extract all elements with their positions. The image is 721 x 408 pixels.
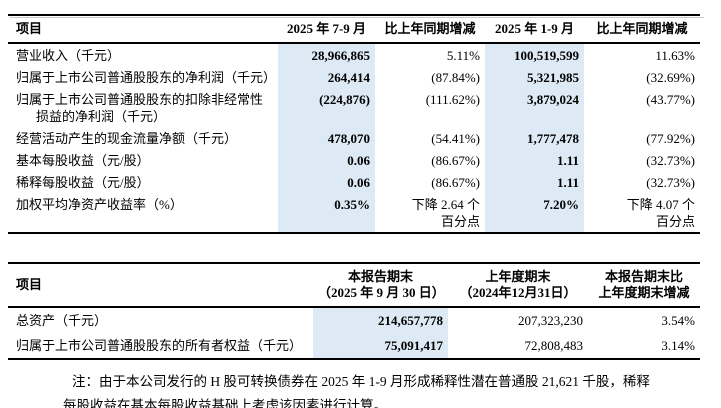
header-item: 项目 [8, 15, 278, 44]
q3-value: 28,966,865 [278, 43, 375, 66]
q3-value: (224,876) [278, 88, 375, 127]
ytd-change-value: 下降 4.07 个 百分点 [626, 197, 695, 229]
top-divider [10, 17, 704, 18]
header-item: 项目 [8, 263, 313, 308]
footnote-text: 注：由于本公司发行的 H 股可转换债券在 2025 年 1-9 月形成稀释性潜在… [63, 374, 650, 408]
ytd-value: 7.20% [485, 193, 584, 233]
q3-change-value: (86.67%) [431, 175, 480, 190]
q3-change-value: 5.11% [446, 48, 480, 63]
q3-change-value: (86.67%) [431, 153, 480, 168]
table-row: 基本每股收益（元/股） 0.06 (86.67%) 1.11 (32.73%) [8, 149, 700, 171]
row-label: 基本每股收益（元/股） [16, 153, 150, 168]
ytd-value: 1.11 [485, 149, 584, 171]
q3-value: 264,414 [278, 66, 375, 88]
q3-change-value: (54.41%) [431, 131, 480, 146]
table-row: 营业收入（千元） 28,966,865 5.11% 100,519,599 11… [8, 43, 700, 66]
row-label: 总资产（千元） [16, 313, 108, 328]
q3-value: 0.06 [278, 149, 375, 171]
row-label: 营业收入（千元） [16, 48, 121, 63]
table-row: 加权平均净资产收益率（%） 0.35% 下降 2.64 个 百分点 7.20% … [8, 193, 700, 233]
ytd-change-value: (32.73%) [646, 175, 695, 190]
change-value: 3.14% [661, 338, 695, 353]
ytd-change-value: (32.69%) [646, 70, 695, 85]
ytd-value: 3,879,024 [485, 88, 584, 127]
previous-year-value: 72,808,483 [524, 338, 584, 353]
ytd-change-value: (32.73%) [646, 153, 695, 168]
table-row: 经营活动产生的现金流量净额（千元） 478,070 (54.41%) 1,777… [8, 127, 700, 149]
table-row: 稀释每股收益（元/股） 0.06 (86.67%) 1.11 (32.73%) [8, 171, 700, 193]
financial-report-page: 项目 2025 年 7-9 月 比上年同期增减 2025 年 1-9 月 比上年… [0, 14, 721, 408]
row-label: 归属于上市公司普通股股东的所有者权益（千元） [16, 338, 303, 353]
row-label: 经营活动产生的现金流量净额（千元） [16, 131, 238, 146]
header-previous-year-end: 上年度期末 （2024年12月31日） [448, 263, 588, 308]
row-label: 归属于上市公司普通股股东的扣除非经常性 损益的净利润（千元） [16, 92, 264, 124]
ytd-change-value: (77.92%) [646, 131, 695, 146]
ytd-value: 100,519,599 [485, 43, 584, 66]
q3-change-value: (87.84%) [431, 70, 480, 85]
previous-year-value: 207,323,230 [518, 313, 583, 328]
quarterly-results-table: 项目 2025 年 7-9 月 比上年同期增减 2025 年 1-9 月 比上年… [8, 14, 700, 234]
header-period-change: 本报告期末比 上年度期末增减 [588, 263, 700, 308]
ytd-value: 5,321,985 [485, 66, 584, 88]
header-ytd-change: 比上年同期增减 [584, 15, 700, 44]
q3-change-value: (111.62%) [425, 92, 480, 107]
q3-value: 478,070 [278, 127, 375, 149]
table-row: 归属于上市公司普通股股东的扣除非经常性 损益的净利润（千元） (224,876)… [8, 88, 700, 127]
q3-change-value: 下降 2.64 个 百分点 [411, 197, 480, 229]
header-q3-period: 2025 年 7-9 月 [278, 15, 375, 44]
table-row: 总资产（千元） 214,657,778 207,323,230 3.54% [8, 307, 700, 333]
table-row: 归属于上市公司普通股股东的净利润（千元） 264,414 (87.84%) 5,… [8, 66, 700, 88]
q3-value: 0.06 [278, 171, 375, 193]
balance-header-row: 项目 本报告期末 （2025 年 9 月 30 日） 上年度期末 （2024年1… [8, 263, 700, 308]
current-period-value: 214,657,778 [313, 307, 448, 333]
row-label: 稀释每股收益（元/股） [16, 175, 150, 190]
header-current-period-end: 本报告期末 （2025 年 9 月 30 日） [313, 263, 448, 308]
ytd-change-value: (43.77%) [646, 92, 695, 107]
balance-sheet-summary-table: 项目 本报告期末 （2025 年 9 月 30 日） 上年度期末 （2024年1… [8, 262, 700, 360]
q3-value: 0.35% [278, 193, 375, 233]
row-label: 归属于上市公司普通股股东的净利润（千元） [16, 70, 277, 85]
header-ytd-period: 2025 年 1-9 月 [485, 15, 584, 44]
header-q3-change: 比上年同期增减 [375, 15, 485, 44]
table-row: 归属于上市公司普通股股东的所有者权益（千元） 75,091,417 72,808… [8, 333, 700, 359]
current-period-value: 75,091,417 [313, 333, 448, 359]
ytd-value: 1.11 [485, 171, 584, 193]
change-value: 3.54% [661, 313, 695, 328]
ytd-change-value: 11.63% [655, 48, 695, 63]
ytd-value: 1,777,478 [485, 127, 584, 149]
row-label: 加权平均净资产收益率（%） [16, 197, 183, 212]
quarterly-header-row: 项目 2025 年 7-9 月 比上年同期增减 2025 年 1-9 月 比上年… [8, 15, 700, 44]
